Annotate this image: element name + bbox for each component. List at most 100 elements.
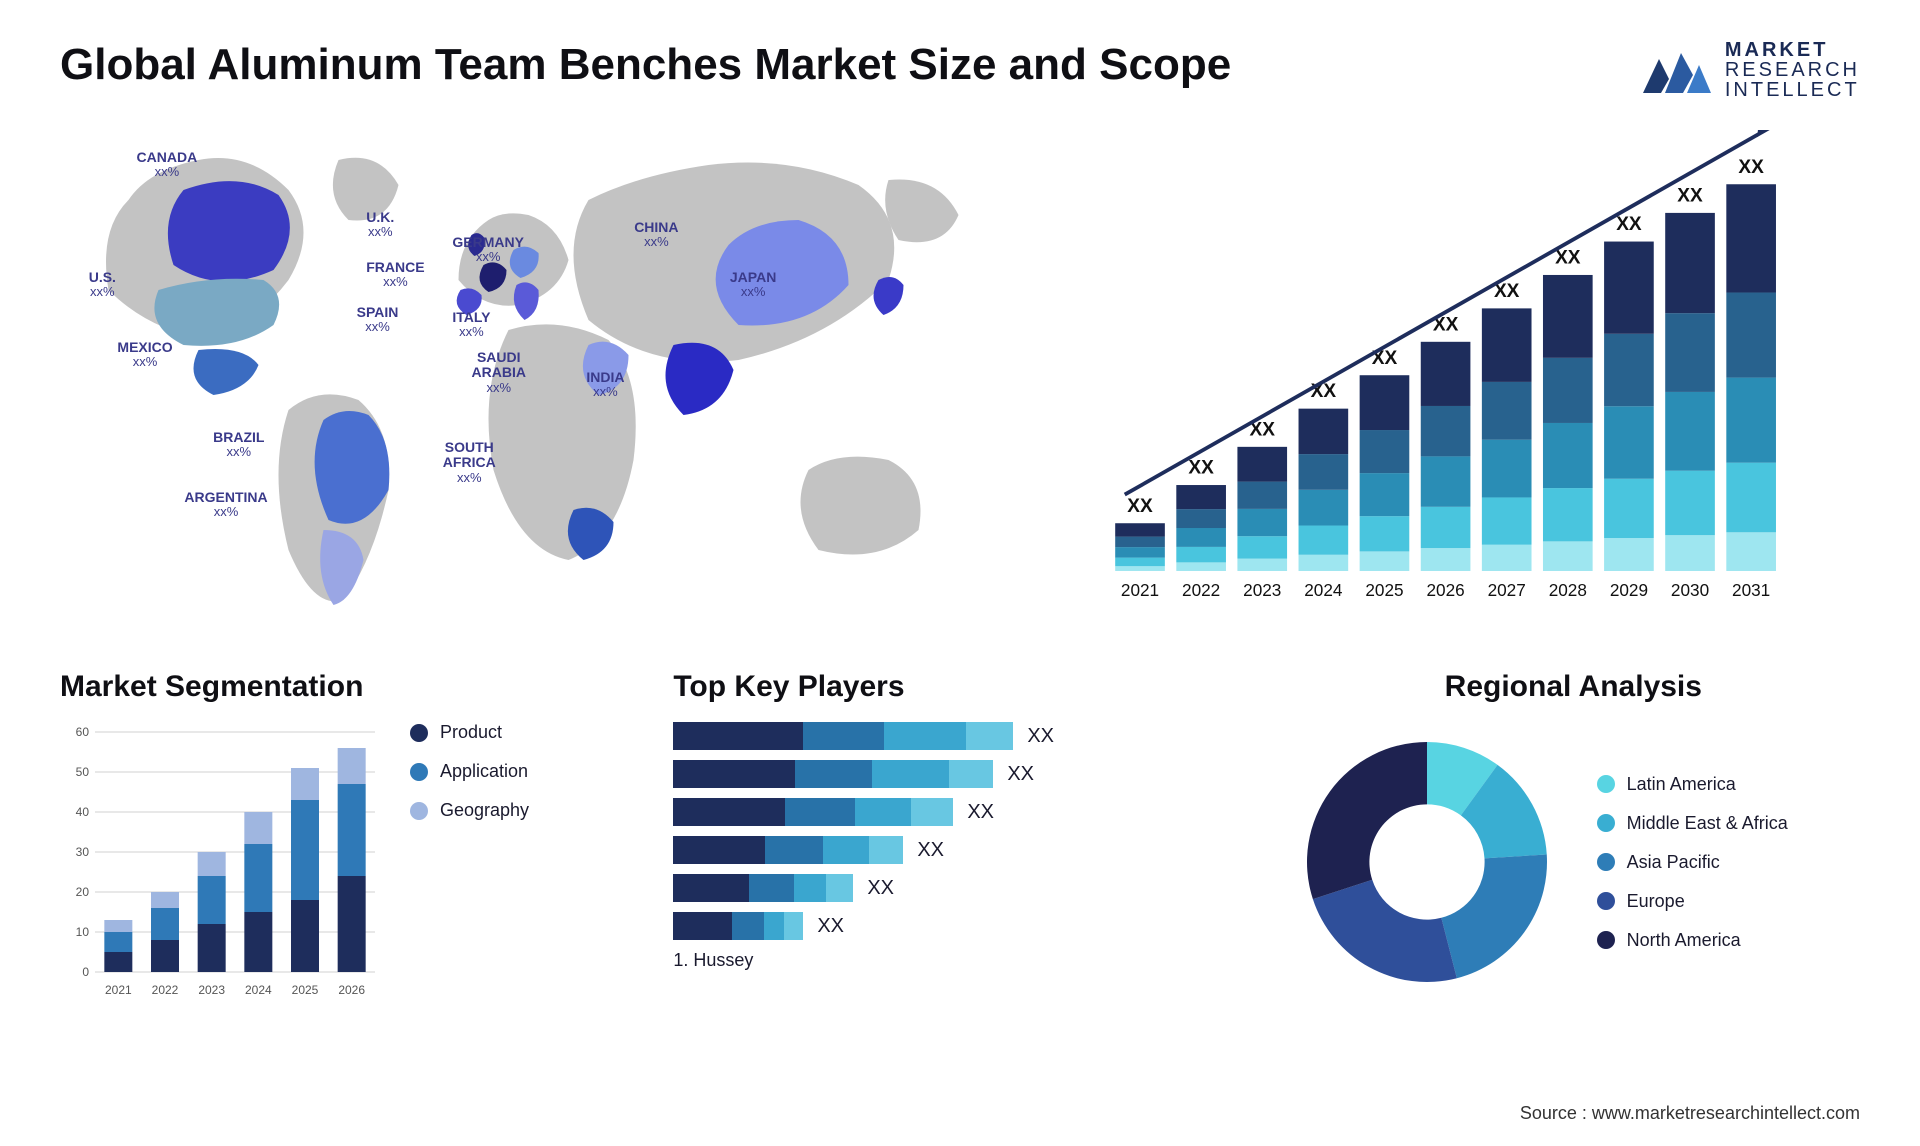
svg-text:2025: 2025 (292, 983, 319, 997)
logo-line1: MARKET (1725, 40, 1860, 60)
svg-text:50: 50 (76, 765, 90, 779)
key-player-bar-segment (785, 798, 855, 826)
svg-text:XX: XX (1127, 496, 1153, 517)
map-label-spain: SPAINxx% (357, 305, 399, 335)
segmentation-legend: Product Application Geography (410, 722, 529, 821)
segmentation-title: Market Segmentation (60, 670, 633, 704)
source-attribution: Source : www.marketresearchintellect.com (1520, 1103, 1860, 1124)
key-player-row: XX (673, 836, 1133, 864)
map-label-safrica: SOUTHAFRICAxx% (443, 440, 496, 485)
regional-title: Regional Analysis (1287, 670, 1860, 704)
regional-panel: Regional Analysis Latin America Middle Ea… (1287, 670, 1860, 1002)
svg-text:XX: XX (1677, 185, 1703, 206)
key-player-bar (673, 874, 853, 902)
key-player-bar-segment (823, 836, 869, 864)
map-label-argentina: ARGENTINAxx% (184, 490, 267, 520)
legend-label: Asia Pacific (1627, 852, 1720, 873)
map-label-us: U.S.xx% (89, 270, 116, 300)
map-label-saudi: SAUDIARABIAxx% (472, 350, 526, 395)
key-player-bar (673, 760, 993, 788)
svg-text:2022: 2022 (1182, 580, 1220, 600)
key-player-bar-segment (826, 874, 853, 902)
key-player-bar (673, 798, 953, 826)
key-player-bar-segment (784, 912, 804, 940)
key-player-bar-segment (911, 798, 953, 826)
svg-text:XX: XX (1188, 458, 1214, 479)
regional-legend-item: Asia Pacific (1597, 852, 1788, 873)
svg-text:2024: 2024 (1304, 580, 1343, 600)
logo-line3: INTELLECT (1725, 80, 1860, 100)
map-label-brazil: BRAZILxx% (213, 430, 264, 460)
svg-text:20: 20 (76, 885, 90, 899)
svg-text:XX: XX (1616, 214, 1642, 235)
svg-text:2030: 2030 (1671, 580, 1709, 600)
growth-chart-svg: XX2021XX2022XX2023XX2024XX2025XX2026XX20… (1077, 130, 1860, 630)
key-player-bar-segment (803, 722, 885, 750)
legend-dot-icon (1597, 775, 1615, 793)
key-player-row: XX (673, 760, 1133, 788)
regional-legend-item: Europe (1597, 891, 1788, 912)
legend-dot-icon (410, 763, 428, 781)
legend-dot-icon (410, 802, 428, 820)
key-player-bar-segment (673, 912, 732, 940)
key-player-bar-segment (966, 722, 1014, 750)
segmentation-legend-item: Product (410, 722, 529, 743)
key-player-bar (673, 836, 903, 864)
legend-label: Product (440, 722, 502, 743)
key-player-bar-segment (673, 798, 785, 826)
regional-legend: Latin America Middle East & Africa Asia Pa… (1597, 774, 1788, 951)
regional-legend-item: Middle East & Africa (1597, 813, 1788, 834)
svg-text:30: 30 (76, 845, 90, 859)
key-player-bar-segment (732, 912, 765, 940)
legend-dot-icon (1597, 853, 1615, 871)
bottom-row: Market Segmentation 01020304050602021202… (60, 670, 1860, 1002)
key-player-row: XX (673, 874, 1133, 902)
svg-text:XX: XX (1311, 381, 1337, 402)
key-player-bar-segment (869, 836, 904, 864)
header: Global Aluminum Team Benches Market Size… (60, 40, 1860, 100)
key-player-value: XX (867, 877, 894, 900)
key-player-bar-segment (765, 836, 823, 864)
top-row: CANADAxx% U.S.xx% MEXICOxx% BRAZILxx% ARGENT… (60, 130, 1860, 630)
key-player-bar-segment (764, 912, 784, 940)
key-player-bar-segment (794, 874, 826, 902)
logo-line2: RESEARCH (1725, 60, 1860, 80)
key-player-value: XX (817, 915, 844, 938)
regional-legend-item: North America (1597, 930, 1788, 951)
legend-dot-icon (410, 724, 428, 742)
world-map: CANADAxx% U.S.xx% MEXICOxx% BRAZILxx% ARGENT… (60, 130, 1017, 630)
key-player-row: XX (673, 722, 1133, 750)
svg-text:2025: 2025 (1365, 580, 1403, 600)
map-label-canada: CANADAxx% (137, 150, 198, 180)
svg-text:XX: XX (1738, 157, 1764, 178)
key-player-bar-segment (795, 760, 872, 788)
key-player-bar-segment (673, 836, 765, 864)
key-player-bar-segment (749, 874, 794, 902)
svg-text:0: 0 (82, 965, 89, 979)
key-player-row: XX (673, 912, 1133, 940)
key-player-bar-segment (673, 760, 795, 788)
key-player-bar (673, 722, 1013, 750)
brand-logo: MARKET RESEARCH INTELLECT (1641, 40, 1860, 100)
svg-text:2031: 2031 (1732, 580, 1770, 600)
key-player-value: XX (1007, 763, 1034, 786)
map-label-india: INDIAxx% (586, 370, 624, 400)
map-label-uk: U.K.xx% (366, 210, 394, 240)
growth-chart: XX2021XX2022XX2023XX2024XX2025XX2026XX20… (1077, 130, 1860, 630)
segmentation-legend-item: Geography (410, 800, 529, 821)
svg-text:2024: 2024 (245, 983, 272, 997)
map-label-mexico: MEXICOxx% (117, 340, 172, 370)
regional-legend-item: Latin America (1597, 774, 1788, 795)
key-player-bar (673, 912, 803, 940)
legend-label: North America (1627, 930, 1741, 951)
legend-dot-icon (1597, 814, 1615, 832)
legend-label: Middle East & Africa (1627, 813, 1788, 834)
key-players-panel: Top Key Players XXXXXXXXXXXX 1. Hussey (673, 670, 1246, 971)
map-label-italy: ITALYxx% (452, 310, 490, 340)
svg-text:2026: 2026 (338, 983, 365, 997)
legend-label: Latin America (1627, 774, 1736, 795)
legend-dot-icon (1597, 931, 1615, 949)
key-player-value: XX (1027, 725, 1054, 748)
svg-text:2022: 2022 (152, 983, 179, 997)
legend-label: Application (440, 761, 528, 782)
